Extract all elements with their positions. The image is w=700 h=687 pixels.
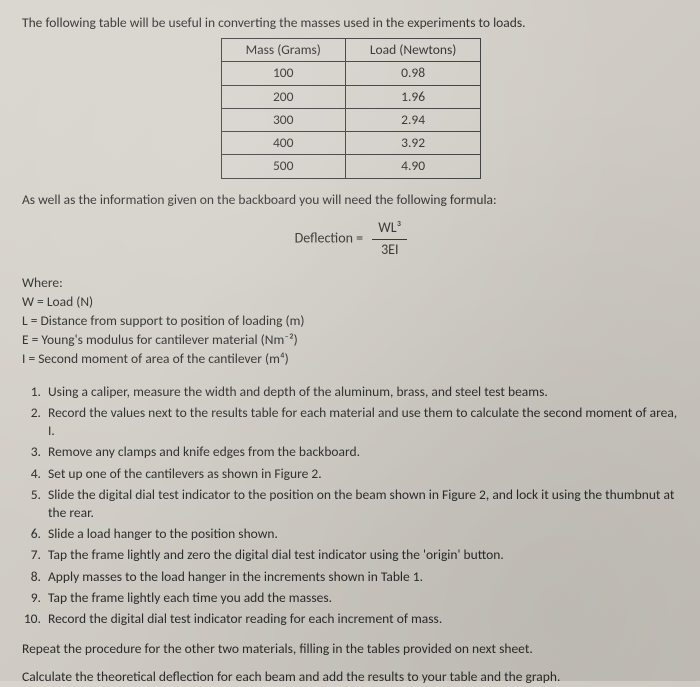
table-cell: 1.96 — [345, 85, 481, 108]
formula-lhs: Deflection = — [295, 229, 363, 246]
step-item: Record the values next to the results ta… — [44, 404, 680, 440]
table-row: 400 3.92 — [221, 132, 481, 155]
table-cell: 3.92 — [345, 132, 481, 155]
step-item: Record the digital dial test indicator r… — [44, 610, 680, 628]
mass-load-table: Mass (Grams) Load (Newtons) 100 0.98 200… — [221, 38, 482, 178]
where-line: I = Second moment of area of the cantile… — [22, 350, 680, 368]
formula-fraction: WL³ 3EI — [372, 219, 407, 260]
table-cell: 300 — [221, 108, 345, 131]
where-title: Where: — [22, 274, 680, 292]
intro-text: The following table will be useful in co… — [22, 14, 680, 32]
calc-text: Calculate the theoretical deflection for… — [22, 668, 680, 686]
procedure-steps: Using a caliper, measure the width and d… — [44, 383, 680, 629]
deflection-formula: Deflection = WL³ 3EI — [22, 219, 680, 260]
step-item: Tap the frame lightly and zero the digit… — [44, 546, 680, 564]
table-cell: 4.90 — [345, 155, 481, 178]
table-cell: 0.98 — [345, 62, 481, 85]
table-header-mass: Mass (Grams) — [221, 39, 345, 62]
step-item: Slide the digital dial test indicator to… — [44, 486, 680, 522]
table-cell: 200 — [221, 85, 345, 108]
step-item: Set up one of the cantilevers as shown i… — [44, 465, 680, 483]
table-row: 300 2.94 — [221, 108, 481, 131]
table-row: 200 1.96 — [221, 85, 481, 108]
step-item: Slide a load hanger to the position show… — [44, 525, 680, 543]
table-row: 100 0.98 — [221, 62, 481, 85]
table-header-load: Load (Newtons) — [345, 39, 481, 62]
step-item: Using a caliper, measure the width and d… — [44, 383, 680, 401]
where-line: L = Distance from support to position of… — [22, 312, 680, 330]
formula-intro-text: As well as the information given on the … — [22, 191, 680, 209]
where-block: Where: W = Load (N) L = Distance from su… — [22, 274, 680, 369]
table-cell: 2.94 — [345, 108, 481, 131]
where-line: E = Young's modulus for cantilever mater… — [22, 331, 680, 349]
where-line: W = Load (N) — [22, 293, 680, 311]
formula-denominator: 3EI — [372, 240, 407, 260]
table-row: 500 4.90 — [221, 155, 481, 178]
table-cell: 100 — [221, 62, 345, 85]
repeat-text: Repeat the procedure for the other two m… — [22, 640, 680, 658]
table-cell: 400 — [221, 132, 345, 155]
table-cell: 500 — [221, 155, 345, 178]
step-item: Remove any clamps and knife edges from t… — [44, 443, 680, 461]
step-item: Tap the frame lightly each time you add … — [44, 589, 680, 607]
step-item: Apply masses to the load hanger in the i… — [44, 568, 680, 586]
formula-numerator: WL³ — [372, 219, 407, 240]
